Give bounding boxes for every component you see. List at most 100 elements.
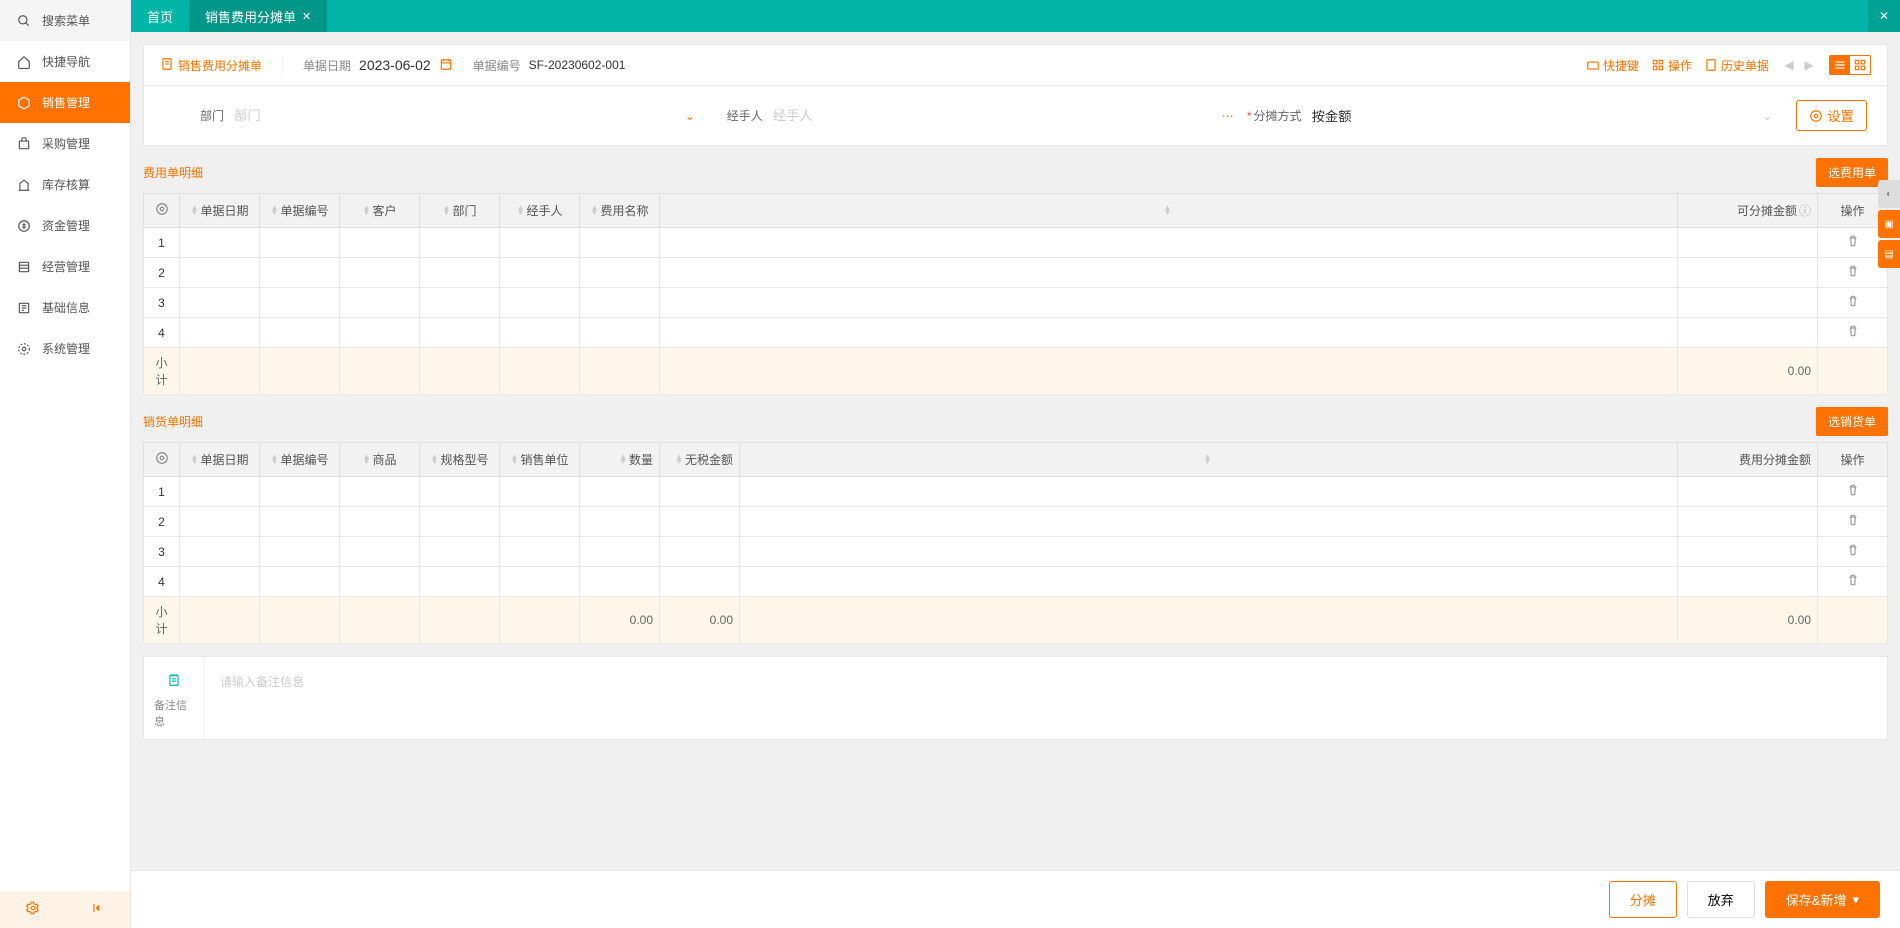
col-customer[interactable]: ▲▼客户 [340, 194, 420, 228]
col-qty[interactable]: ▲▼数量 [580, 443, 660, 477]
col-feeamt[interactable]: 费用分摊金额 [1678, 443, 1818, 477]
col-dept[interactable]: ▲▼部门 [420, 194, 500, 228]
table-row[interactable]: 1 [144, 228, 1888, 258]
col-spec[interactable]: ▲▼规格型号 [420, 443, 500, 477]
table-row[interactable]: 4 [144, 318, 1888, 348]
section-title: 销货单明细 [143, 413, 203, 430]
subtotal-qty: 0.00 [580, 597, 660, 644]
trash-icon[interactable] [1846, 486, 1860, 500]
table-row[interactable]: 2 [144, 258, 1888, 288]
settings-button[interactable] [0, 891, 65, 928]
chevron-down-icon[interactable]: ⌄ [1754, 109, 1780, 123]
view-list[interactable] [1830, 56, 1850, 74]
col-code[interactable]: ▲▼单据编号 [260, 443, 340, 477]
allocate-button[interactable]: 分摊 [1609, 881, 1677, 918]
remark-input[interactable] [204, 657, 1887, 739]
view-grid[interactable] [1850, 56, 1870, 74]
col-notax[interactable]: ▲▼无税金额 [660, 443, 740, 477]
trash-icon[interactable] [1846, 327, 1860, 341]
close-all-tabs[interactable]: ✕ [1868, 0, 1900, 32]
sidebar-item-stock[interactable]: 库存核算 [0, 164, 130, 205]
doc-title-text: 销售费用分摊单 [178, 57, 262, 74]
trash-icon[interactable] [1846, 267, 1860, 281]
trash-icon[interactable] [1846, 546, 1860, 560]
code-label: 单据编号 [473, 57, 521, 74]
subtotal-label: 小计 [144, 597, 180, 644]
discard-button[interactable]: 放弃 [1687, 881, 1755, 918]
home-icon [16, 54, 32, 70]
table-row[interactable]: 4 [144, 567, 1888, 597]
table-row[interactable]: 2 [144, 507, 1888, 537]
tab-current[interactable]: 销售费用分摊单 ✕ [189, 0, 327, 32]
chevron-down-icon[interactable]: ⌄ [677, 109, 703, 123]
close-icon[interactable]: ✕ [302, 10, 311, 23]
col-date[interactable]: ▲▼单据日期 [180, 443, 260, 477]
table-row[interactable]: 3 [144, 288, 1888, 318]
help-icon[interactable]: ⓘ [1799, 204, 1811, 218]
date-value[interactable]: 2023-06-02 [359, 57, 431, 73]
sidebar-item-purchase[interactable]: 采购管理 [0, 123, 130, 164]
table-row[interactable]: 1 [144, 477, 1888, 507]
main: 首页 销售费用分摊单 ✕ ✕ 销售费用分摊单 单据日期 2023-06-02 [131, 0, 1900, 928]
gear-col[interactable] [144, 443, 180, 477]
sidebar-item-fund[interactable]: 资金管理 [0, 205, 130, 246]
manage-icon [16, 259, 32, 275]
col-unit[interactable]: ▲▼销售单位 [500, 443, 580, 477]
nav-next[interactable]: ▶ [1801, 57, 1817, 73]
select-sales-button[interactable]: 选销货单 [1816, 407, 1888, 436]
sales-section: 销货单明细 选销货单 ▲▼单据日期 ▲▼单据编号 ▲▼商品 ▲▼规格型号 ▲▼销… [143, 407, 1888, 644]
view-toggle [1829, 55, 1871, 75]
dept-input[interactable] [234, 104, 677, 127]
base-icon [16, 300, 32, 316]
fee-table: ▲▼单据日期 ▲▼单据编号 ▲▼客户 ▲▼部门 ▲▼经手人 ▲▼费用名称 ▲▼ … [143, 193, 1888, 395]
trash-icon[interactable] [1846, 297, 1860, 311]
more-icon[interactable]: ⋯ [1214, 109, 1242, 123]
side-tab-2[interactable]: ▣ [1878, 210, 1900, 238]
sales-table: ▲▼单据日期 ▲▼单据编号 ▲▼商品 ▲▼规格型号 ▲▼销售单位 ▲▼数量 ▲▼… [143, 442, 1888, 644]
sidebar-item-label: 采购管理 [42, 135, 90, 152]
doc-header: 销售费用分摊单 单据日期 2023-06-02 单据编号 SF-20230602… [143, 44, 1888, 86]
side-tab-3[interactable]: ▤ [1878, 240, 1900, 268]
history-button[interactable]: 历史单据 [1704, 57, 1769, 74]
search-menu[interactable]: 搜索菜单 [0, 0, 130, 41]
collapse-button[interactable] [65, 891, 130, 928]
sidebar-item-manage[interactable]: 经营管理 [0, 246, 130, 287]
calendar-icon[interactable] [439, 57, 453, 74]
remark-section: 备注信息 [143, 656, 1888, 740]
tab-bar: 首页 销售费用分摊单 ✕ ✕ [131, 0, 1900, 32]
col-code[interactable]: ▲▼单据编号 [260, 194, 340, 228]
sidebar-item-system[interactable]: 系统管理 [0, 328, 130, 369]
subtotal-label: 小计 [144, 348, 180, 395]
sidebar-item-quicknav[interactable]: 快捷导航 [0, 41, 130, 82]
sidebar-footer [0, 891, 130, 928]
col-spacer: ▲▼ [740, 443, 1678, 477]
subtotal-fee: 0.00 [1678, 597, 1818, 644]
operate-button[interactable]: 操作 [1651, 57, 1692, 74]
nav-prev[interactable]: ◀ [1781, 57, 1797, 73]
handler-input[interactable] [773, 104, 1214, 127]
col-feename[interactable]: ▲▼费用名称 [580, 194, 660, 228]
sidebar-item-sales[interactable]: 销售管理 [0, 82, 130, 123]
trash-icon[interactable] [1846, 237, 1860, 251]
settings-button[interactable]: 设置 [1796, 100, 1867, 131]
method-label: *分摊方式 [1242, 107, 1312, 124]
gear-col[interactable] [144, 194, 180, 228]
system-icon [16, 341, 32, 357]
col-handler[interactable]: ▲▼经手人 [500, 194, 580, 228]
shortcut-button[interactable]: 快捷键 [1586, 57, 1639, 74]
col-date[interactable]: ▲▼单据日期 [180, 194, 260, 228]
trash-icon[interactable] [1846, 516, 1860, 530]
trash-icon[interactable] [1846, 576, 1860, 590]
tab-home[interactable]: 首页 [131, 0, 189, 32]
method-input[interactable] [1312, 104, 1755, 127]
sidebar-item-base[interactable]: 基础信息 [0, 287, 130, 328]
col-amount[interactable]: 可分摊金额ⓘ [1678, 194, 1818, 228]
table-row[interactable]: 3 [144, 537, 1888, 567]
form-row: 部门 ⌄ 经手人 ⋯ *分摊方式 ⌄ 设置 [143, 86, 1888, 146]
tab-label: 首页 [147, 7, 173, 26]
col-product[interactable]: ▲▼商品 [340, 443, 420, 477]
sidebar-item-label: 基础信息 [42, 299, 90, 316]
sidebar-item-label: 库存核算 [42, 176, 90, 193]
side-tab-1[interactable]: ◐ [1878, 180, 1900, 208]
save-new-button[interactable]: 保存&新增▾ [1765, 881, 1880, 918]
